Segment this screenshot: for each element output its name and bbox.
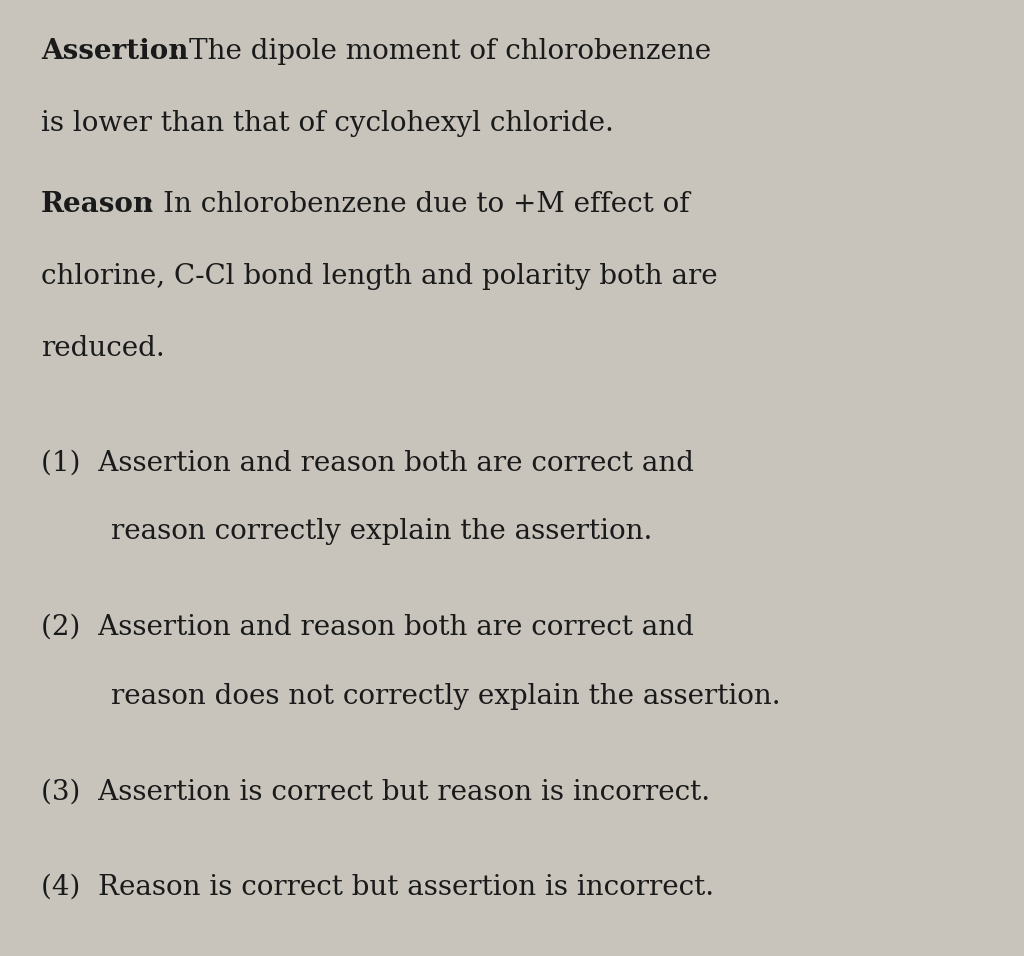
Text: reason correctly explain the assertion.: reason correctly explain the assertion. (111, 518, 652, 545)
Text: Assertion: Assertion (41, 38, 188, 65)
Text: is lower than that of cyclohexyl chloride.: is lower than that of cyclohexyl chlorid… (41, 110, 613, 137)
Text: : The dipole moment of chlorobenzene: : The dipole moment of chlorobenzene (162, 38, 711, 65)
Text: (1)  Assertion and reason both are correct and: (1) Assertion and reason both are correc… (41, 449, 694, 476)
Text: (2)  Assertion and reason both are correct and: (2) Assertion and reason both are correc… (41, 614, 694, 641)
Text: : In chlorobenzene due to +M effect of: : In chlorobenzene due to +M effect of (136, 191, 690, 218)
Text: reason does not correctly explain the assertion.: reason does not correctly explain the as… (111, 683, 780, 709)
Text: reduced.: reduced. (41, 335, 165, 361)
Text: chlorine, C-Cl bond length and polarity both are: chlorine, C-Cl bond length and polarity … (41, 263, 718, 290)
Text: (4)  Reason is correct but assertion is incorrect.: (4) Reason is correct but assertion is i… (41, 874, 714, 901)
Text: Reason: Reason (41, 191, 154, 218)
Text: (3)  Assertion is correct but reason is incorrect.: (3) Assertion is correct but reason is i… (41, 778, 710, 805)
